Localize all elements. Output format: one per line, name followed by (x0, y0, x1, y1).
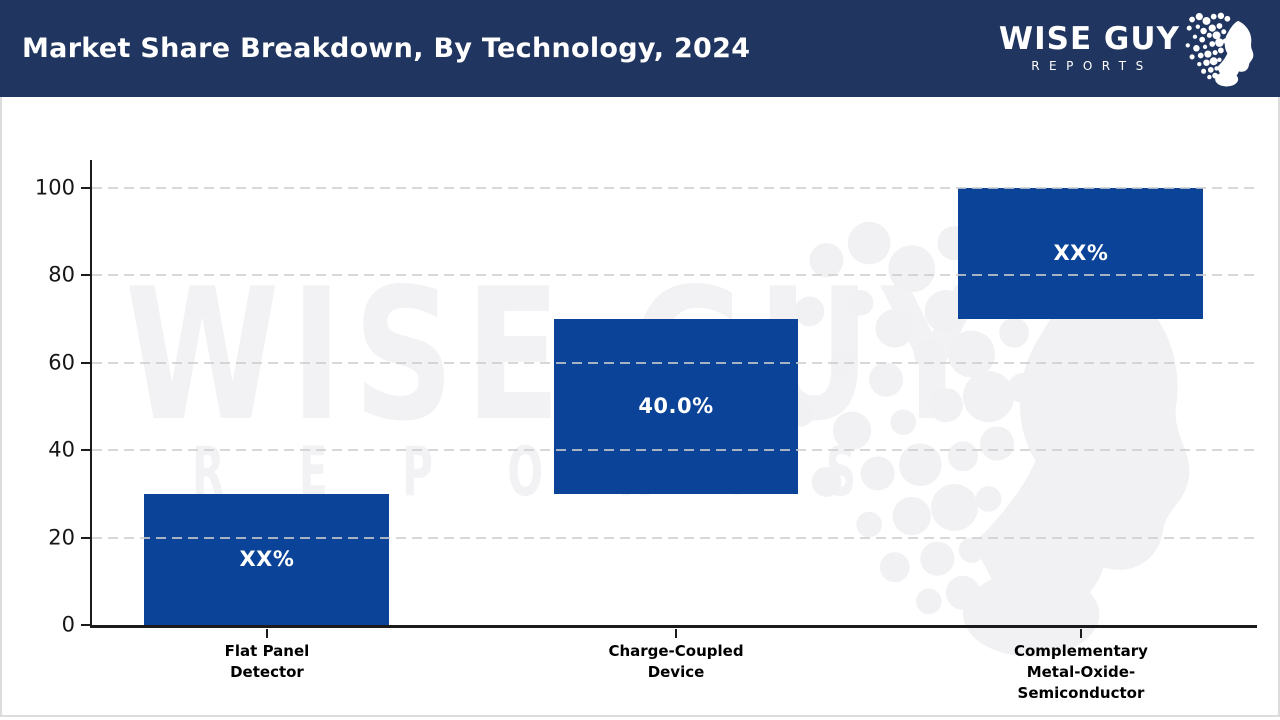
brand-logo-text: WISE GUY REPORTS (998, 21, 1180, 74)
bar-value-label: 40.0% (638, 394, 714, 419)
y-tick-label: 80 (48, 262, 75, 287)
header-bar: Market Share Breakdown, By Technology, 2… (0, 0, 1280, 97)
y-tick (81, 536, 90, 539)
y-tick-label: 60 (48, 350, 75, 375)
y-tick-label: 20 (48, 525, 75, 550)
x-axis-label: Flat Panel Detector (224, 642, 310, 681)
x-tick (675, 629, 677, 638)
page-title: Market Share Breakdown, By Technology, 2… (22, 33, 751, 64)
bar-value-label: XX% (1053, 241, 1109, 266)
logo-subtitle: REPORTS (1031, 59, 1153, 73)
bar: XX% (144, 493, 390, 625)
y-tick-label: 100 (34, 175, 75, 200)
x-tick (265, 629, 268, 638)
dotted-head-icon (1182, 9, 1254, 89)
bar-value-label: XX% (239, 547, 295, 572)
y-tick (81, 274, 90, 277)
x-axis-label: Complementary Metal-Oxide- Semiconductor (1013, 642, 1148, 702)
bar: 40.0% (553, 318, 799, 494)
bar: XX% (958, 187, 1204, 319)
x-axis-label: Charge-Coupled Device (608, 642, 744, 681)
logo-wordmark: WISE GUY (998, 21, 1180, 57)
y-tick (81, 361, 90, 364)
y-tick (81, 449, 90, 452)
y-tick (81, 624, 90, 626)
plot-area: 0 20 40 60 80 100 XX% Flat Panel Detector 40.0% C… (35, 160, 1257, 702)
x-tick (1079, 629, 1082, 638)
y-tick-label: 40 (48, 437, 75, 462)
brand-logo: WISE GUY REPORTS (999, 9, 1254, 89)
y-tick (81, 186, 90, 189)
y-tick-label: 0 (61, 612, 75, 637)
